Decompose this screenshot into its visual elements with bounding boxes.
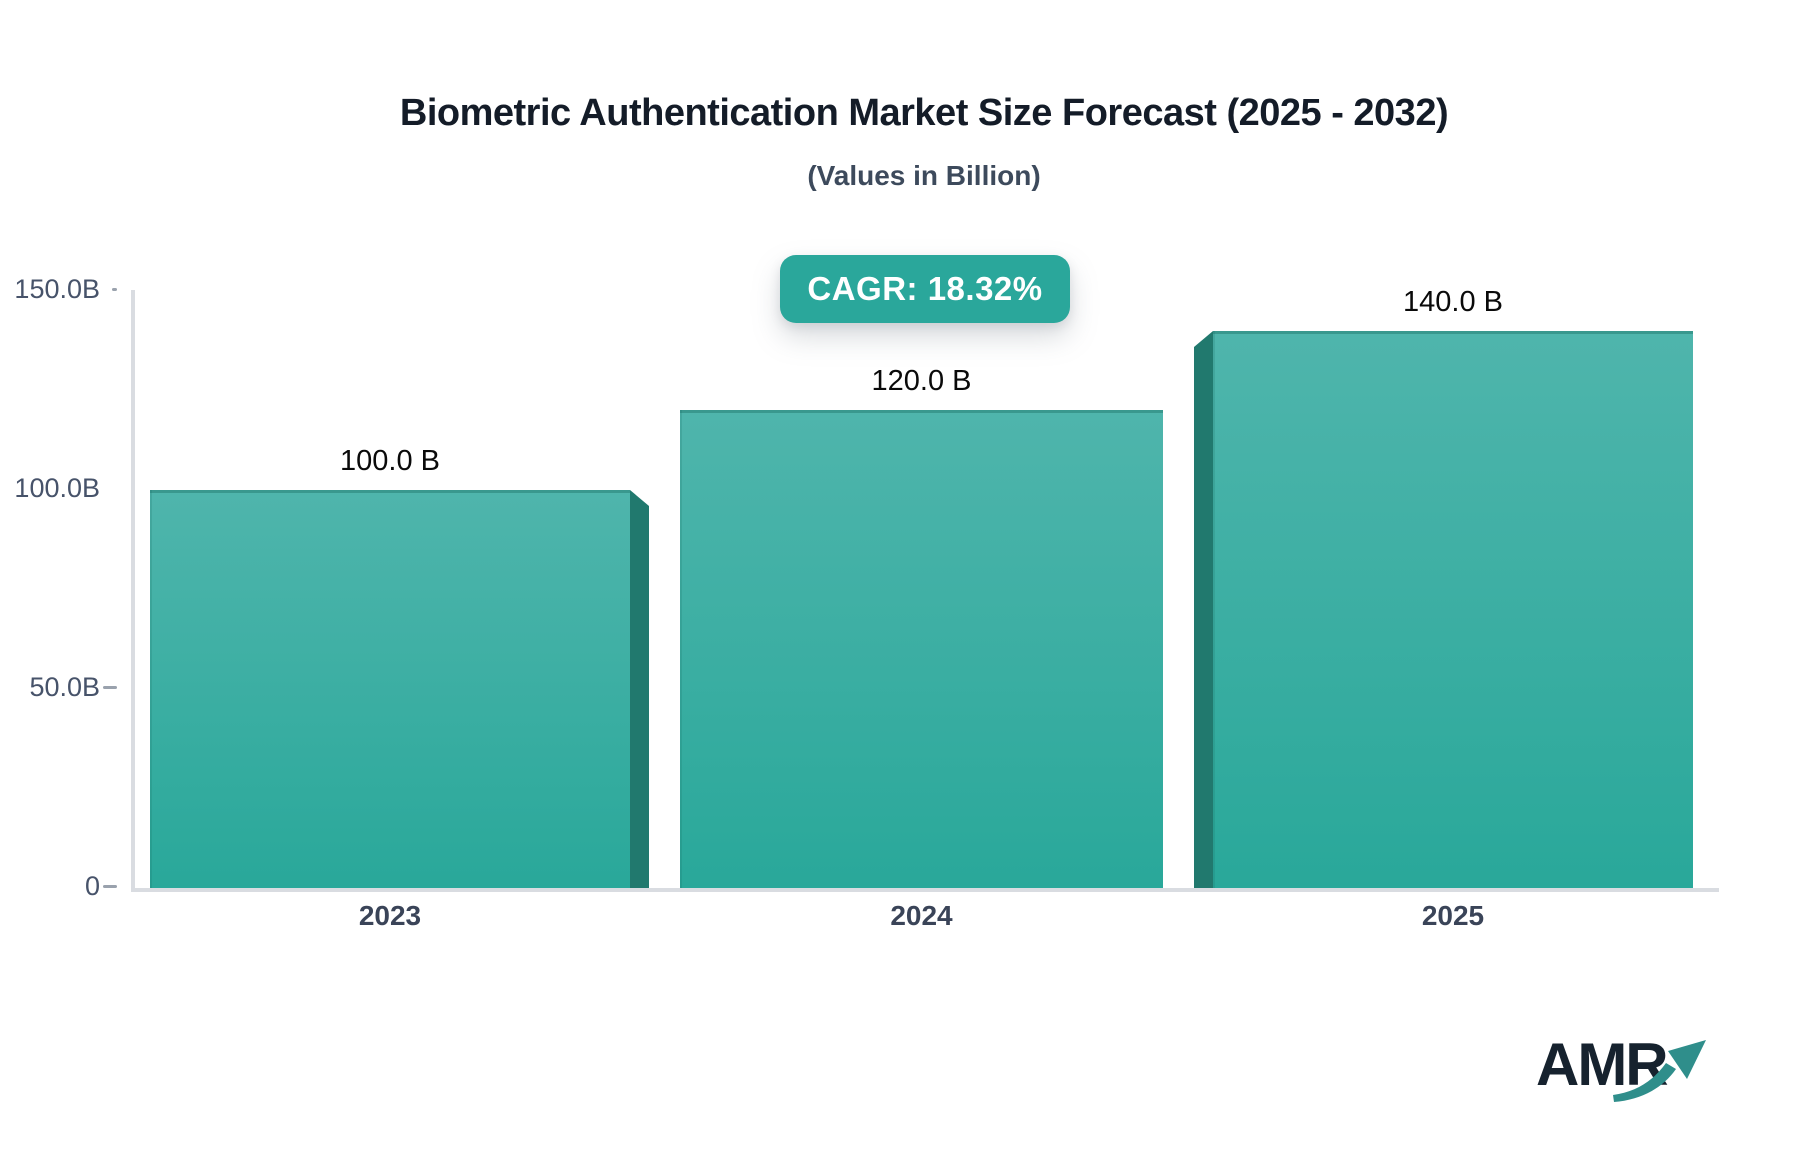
growth-arrow-icon <box>1613 1040 1706 1102</box>
x-axis-label: 2025 <box>1421 900 1485 931</box>
bar-2025 <box>1213 331 1693 888</box>
x-axis-label: 2023 <box>358 900 422 931</box>
bar-value-label: 100.0 B <box>340 445 440 477</box>
y-tick-label: 50.0B <box>29 672 100 702</box>
bar-2024 <box>680 410 1163 888</box>
cagr-badge-label: CAGR: 18.32% <box>807 270 1043 307</box>
y-tick-mark <box>112 288 117 291</box>
y-tick-label: 0 <box>84 871 100 901</box>
y-tick-mark <box>103 686 117 689</box>
y-axis <box>131 290 135 892</box>
x-axis <box>131 888 1719 892</box>
y-tick-mark <box>103 885 117 888</box>
chart-subtitle: (Values in Billion) <box>807 160 1041 191</box>
bar-value-label: 120.0 B <box>871 365 972 397</box>
y-tick-label: 100.0B <box>14 473 100 503</box>
chart-title: Biometric Authentication Market Size For… <box>399 92 1449 134</box>
amr-logo: AMR <box>1530 1030 1740 1120</box>
x-axis-label: 2024 <box>890 900 953 931</box>
cagr-badge: CAGR: 18.32% <box>780 255 1070 323</box>
bar-2023 <box>150 490 630 888</box>
bar-2025-bevel <box>1194 331 1213 888</box>
bar-2023-bevel <box>630 490 649 888</box>
y-tick-label: 150.0B <box>14 274 100 304</box>
bar-value-label: 140.0 B <box>1403 286 1503 318</box>
